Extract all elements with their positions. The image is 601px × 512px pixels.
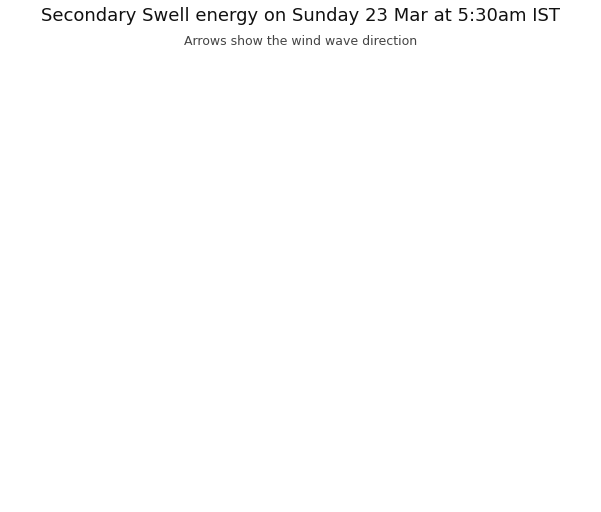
Text: Arrows show the wind wave direction: Arrows show the wind wave direction (184, 35, 417, 49)
Text: Cartopy required for map rendering: Cartopy required for map rendering (176, 276, 425, 290)
Text: Secondary Swell energy on Sunday 23 Mar at 5:30am IST: Secondary Swell energy on Sunday 23 Mar … (41, 7, 560, 25)
